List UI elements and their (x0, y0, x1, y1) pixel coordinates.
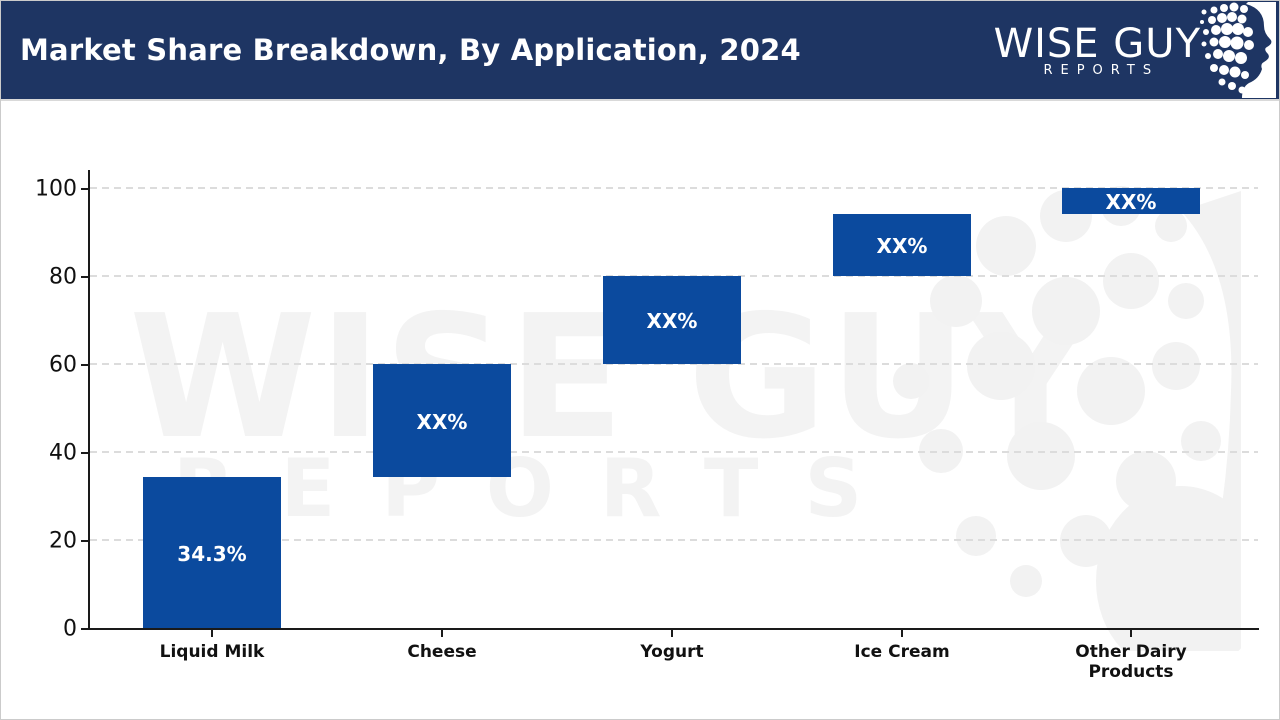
x-axis-tick (671, 630, 673, 637)
x-axis-category-label: Cheese (407, 642, 477, 662)
y-axis-tick (81, 540, 88, 542)
y-axis-tick-label: 20 (49, 528, 77, 554)
y-axis-tick (81, 188, 88, 190)
bar-value-label: XX% (416, 409, 468, 434)
x-axis-tick (211, 630, 213, 637)
x-axis-category-label: Ice Cream (854, 642, 950, 662)
brand-logo-text: WISE GUY REPORTS (994, 23, 1201, 78)
brand-name: WISE GUY (993, 20, 1201, 67)
y-axis-tick (81, 276, 88, 278)
header-bar: Market Share Breakdown, By Application, … (1, 1, 1279, 101)
x-axis-tick (901, 630, 903, 637)
y-axis-tick-label: 80 (49, 264, 77, 290)
y-axis-tick (81, 364, 88, 366)
bar-value-label: XX% (1105, 189, 1157, 214)
x-axis-category-label: Yogurt (640, 642, 704, 662)
x-axis-line (87, 628, 1259, 630)
brand-subname: REPORTS (1043, 62, 1160, 78)
bar-value-label: XX% (876, 233, 928, 258)
gridline (90, 187, 1258, 189)
bar-cheese (373, 364, 511, 478)
bar-yogurt (603, 276, 741, 364)
gridline (90, 451, 1258, 453)
y-axis-tick (81, 628, 88, 630)
y-axis-line (88, 170, 90, 630)
y-axis-tick-label: 100 (35, 176, 77, 202)
y-axis-tick (81, 452, 88, 454)
x-axis-category-label: Liquid Milk (159, 642, 265, 662)
head-profile-logo-icon (1200, 2, 1276, 98)
bar-value-label: 34.3% (177, 541, 247, 566)
gridline (90, 363, 1258, 365)
bar-liquid-milk (143, 477, 281, 628)
x-axis-category-label: Other Dairy Products (1075, 642, 1187, 683)
y-axis-tick-label: 0 (63, 616, 77, 642)
chart-title: Market Share Breakdown, By Application, … (20, 33, 801, 67)
brand-logo: WISE GUY REPORTS (994, 2, 1279, 98)
plot-area: 0 20 40 60 80 100 34.3% Liquid Milk XX% Cheese XX%… (1, 101, 1279, 719)
x-axis-tick (441, 630, 443, 637)
bar-ice-cream (833, 213, 971, 276)
x-axis-tick (1130, 630, 1132, 637)
bar-value-label: XX% (646, 309, 698, 333)
y-axis-tick-label: 60 (49, 352, 77, 378)
y-axis-tick-label: 40 (49, 440, 77, 466)
gridline (90, 539, 1258, 541)
